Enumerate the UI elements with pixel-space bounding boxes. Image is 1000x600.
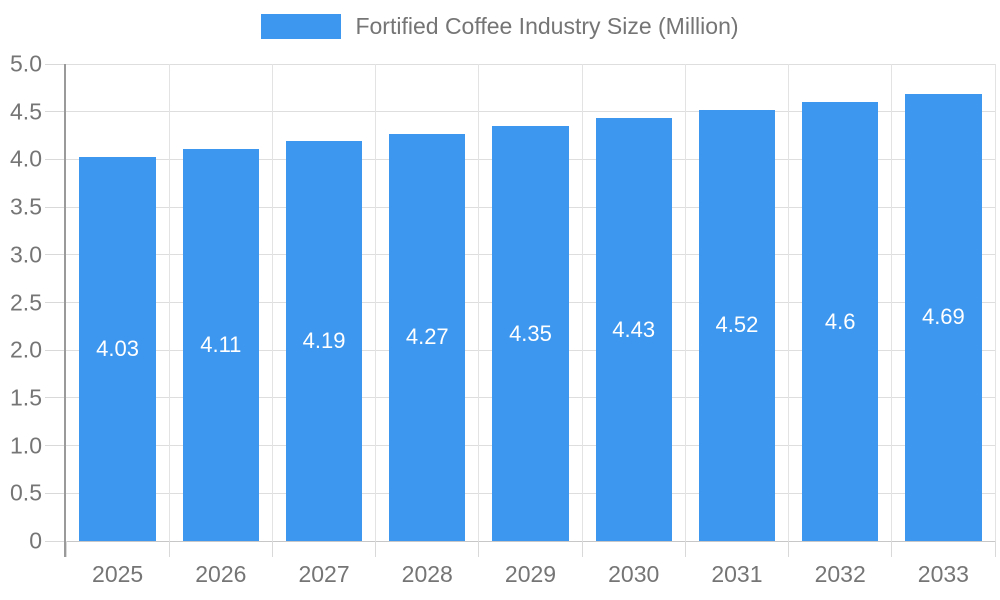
bar-2026[interactable]: 4.11 xyxy=(182,148,260,541)
gridline xyxy=(66,63,995,65)
bar-2025[interactable]: 4.03 xyxy=(79,156,156,541)
y-tick xyxy=(45,63,66,65)
bar-value-label: 4.43 xyxy=(612,316,656,342)
y-tick-label: 0.5 xyxy=(10,479,42,506)
y-tick-label: 1.0 xyxy=(10,432,42,459)
x-tick-label: 2031 xyxy=(711,561,763,587)
y-tick-label: 1.5 xyxy=(10,384,42,411)
bar-value-label: 4.69 xyxy=(921,304,965,330)
y-tick xyxy=(45,302,66,303)
bar-value-label: 4.11 xyxy=(200,331,242,357)
x-tick xyxy=(581,541,583,557)
y-tick xyxy=(45,254,66,256)
y-tick-label: 4.0 xyxy=(10,145,42,172)
y-axis-line xyxy=(64,64,66,557)
gridline xyxy=(478,64,480,541)
y-tick xyxy=(45,111,66,113)
x-tick-label: 2027 xyxy=(298,561,350,587)
gridline xyxy=(271,64,273,541)
y-tick xyxy=(45,445,66,447)
y-axis: 0 0.5 1.0 1.5 2.0 2.5 3.0 3.5 4.0 4.5 5.0 xyxy=(0,52,66,552)
bar-value-label: 4.03 xyxy=(96,335,139,361)
gridline xyxy=(581,64,583,541)
x-tick xyxy=(271,541,273,557)
x-tick xyxy=(684,541,686,557)
x-tick xyxy=(994,541,996,557)
y-tick xyxy=(45,397,66,399)
y-tick-label: 0 xyxy=(29,527,42,554)
legend-label: Fortified Coffee Industry Size (Million) xyxy=(355,13,739,39)
x-tick xyxy=(65,541,67,557)
plot-area: 4.03 4.11 4.19 4.27 4.35 4.43 4.52 4.6 4.69 xyxy=(66,63,996,542)
legend-swatch xyxy=(261,14,342,39)
x-tick xyxy=(168,541,170,557)
x-tick xyxy=(788,541,790,557)
gridline xyxy=(684,64,686,541)
gridline xyxy=(994,64,996,541)
y-tick-label: 2.5 xyxy=(10,289,42,315)
y-tick xyxy=(45,349,66,351)
gridline xyxy=(168,64,170,541)
x-tick-label: 2032 xyxy=(814,561,866,587)
y-tick-label: 4.5 xyxy=(10,98,42,125)
bar-value-label: 4.19 xyxy=(302,328,346,354)
x-tick-label: 2025 xyxy=(92,561,144,587)
y-tick xyxy=(45,492,66,494)
x-tick xyxy=(478,541,480,557)
x-tick-label: 2033 xyxy=(917,561,969,587)
y-tick xyxy=(45,158,66,160)
y-tick xyxy=(45,206,66,208)
bar-2029[interactable]: 4.35 xyxy=(492,126,569,541)
gridline xyxy=(788,64,790,541)
x-tick-label: 2029 xyxy=(504,561,557,587)
bar-2033[interactable]: 4.69 xyxy=(905,93,982,541)
legend[interactable]: Fortified Coffee Industry Size (Million) xyxy=(0,14,1000,39)
x-tick xyxy=(375,541,377,557)
x-tick-label: 2026 xyxy=(195,561,247,587)
x-axis: 2025 2026 2027 2028 2029 2030 2031 2032 2033 xyxy=(65,541,996,600)
bar-value-label: 4.35 xyxy=(509,320,552,346)
bar-value-label: 4.52 xyxy=(715,312,759,338)
bar-2028[interactable]: 4.27 xyxy=(389,133,466,541)
y-tick-label: 3.5 xyxy=(10,193,42,220)
x-tick xyxy=(891,541,893,557)
y-tick-label: 2.0 xyxy=(10,336,42,363)
bar-2030[interactable]: 4.43 xyxy=(595,118,672,541)
gridline xyxy=(375,64,377,541)
gridline xyxy=(66,111,995,113)
y-tick xyxy=(45,540,66,542)
bar-value-label: 4.27 xyxy=(405,324,449,350)
y-tick-label: 5.0 xyxy=(10,50,42,77)
gridline xyxy=(66,540,995,542)
x-tick-label: 2028 xyxy=(401,561,453,587)
bar-2032[interactable]: 4.6 xyxy=(801,102,879,541)
gridline xyxy=(891,64,893,541)
bar-value-label: 4.6 xyxy=(824,308,856,334)
y-tick-label: 3.0 xyxy=(10,241,42,268)
bar-2031[interactable]: 4.52 xyxy=(698,109,776,541)
bar-2027[interactable]: 4.19 xyxy=(285,141,363,541)
x-tick-label: 2030 xyxy=(608,561,660,587)
